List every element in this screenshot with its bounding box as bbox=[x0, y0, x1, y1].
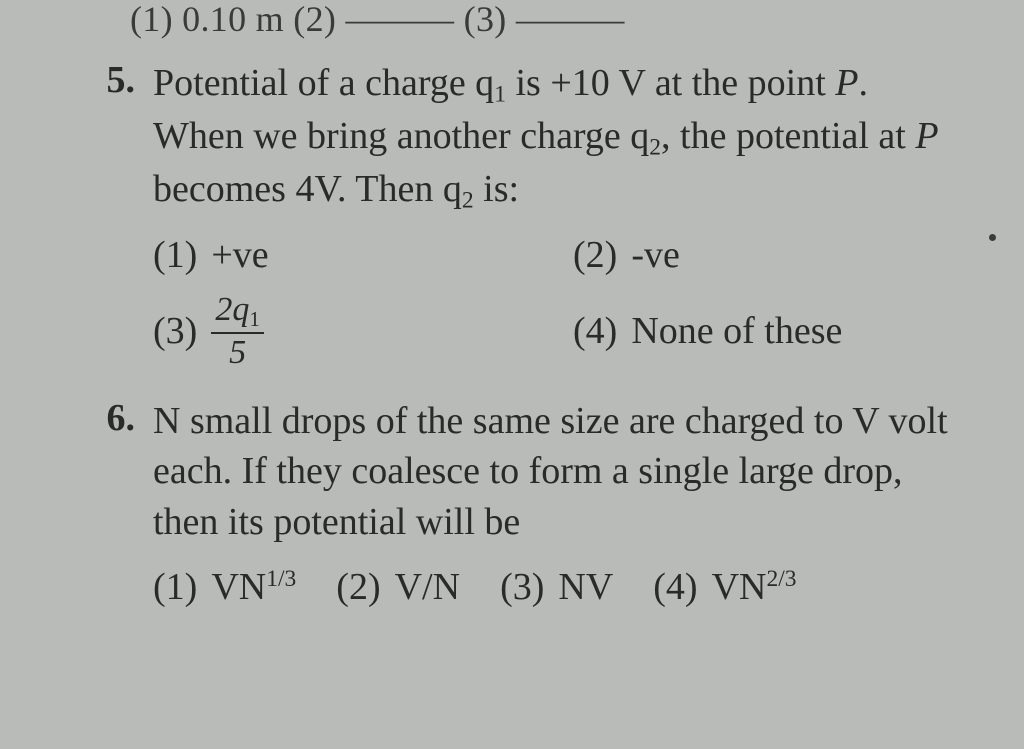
page: (1) 0.10 m (2) ——— (3) ——— 5. Potential … bbox=[75, 0, 955, 609]
print-artifact-dot bbox=[989, 234, 996, 241]
question-5-options: (1) +ve (2) -ve (3) 2q1 5 (4) None of th… bbox=[75, 233, 955, 370]
q5-opt2-label: (2) bbox=[573, 233, 617, 277]
q5-opt3-fraction: 2q1 5 bbox=[211, 293, 264, 370]
q6-opt2-value: V/N bbox=[395, 565, 460, 609]
q5-opt4-label: (4) bbox=[573, 309, 617, 353]
question-5-text: Potential of a charge q1 is +10 V at the… bbox=[153, 58, 955, 217]
cutoff-prev-question: (1) 0.10 m (2) ——— (3) ——— bbox=[75, 0, 955, 40]
question-6: 6. N small drops of the same size are ch… bbox=[75, 396, 955, 548]
q5-opt1-label: (1) bbox=[153, 233, 197, 277]
q6-opt4-label: (4) bbox=[653, 565, 697, 609]
q5-opt2-value: -ve bbox=[631, 233, 680, 277]
q5-option-4: (4) None of these bbox=[573, 309, 842, 353]
q5-option-3: (3) 2q1 5 bbox=[153, 293, 573, 370]
question-5: 5. Potential of a charge q1 is +10 V at … bbox=[75, 58, 955, 217]
q5-opt4-value: None of these bbox=[631, 309, 842, 353]
q6-opt3-label: (3) bbox=[500, 565, 544, 609]
question-5-number: 5. bbox=[75, 58, 153, 102]
question-6-text: N small drops of the same size are charg… bbox=[153, 396, 955, 548]
q6-option-3: (3) NV bbox=[500, 565, 613, 609]
q5-opt3-label: (3) bbox=[153, 309, 197, 353]
q5-option-1: (1) +ve bbox=[153, 233, 573, 277]
question-6-number: 6. bbox=[75, 396, 153, 440]
q5-opt1-value: +ve bbox=[211, 233, 268, 277]
q6-option-1: (1) VN1/3 bbox=[153, 565, 296, 609]
q6-option-4: (4) VN2/3 bbox=[653, 565, 796, 609]
q6-opt3-value: NV bbox=[558, 565, 613, 609]
q6-opt4-value: VN2/3 bbox=[712, 565, 797, 609]
q5-option-2: (2) -ve bbox=[573, 233, 680, 277]
q6-opt1-value: VN1/3 bbox=[211, 565, 296, 609]
q6-option-2: (2) V/N bbox=[336, 565, 460, 609]
question-6-options: (1) VN1/3 (2) V/N (3) NV (4) VN2/3 bbox=[75, 565, 955, 609]
q6-opt2-label: (2) bbox=[336, 565, 380, 609]
q6-opt1-label: (1) bbox=[153, 565, 197, 609]
